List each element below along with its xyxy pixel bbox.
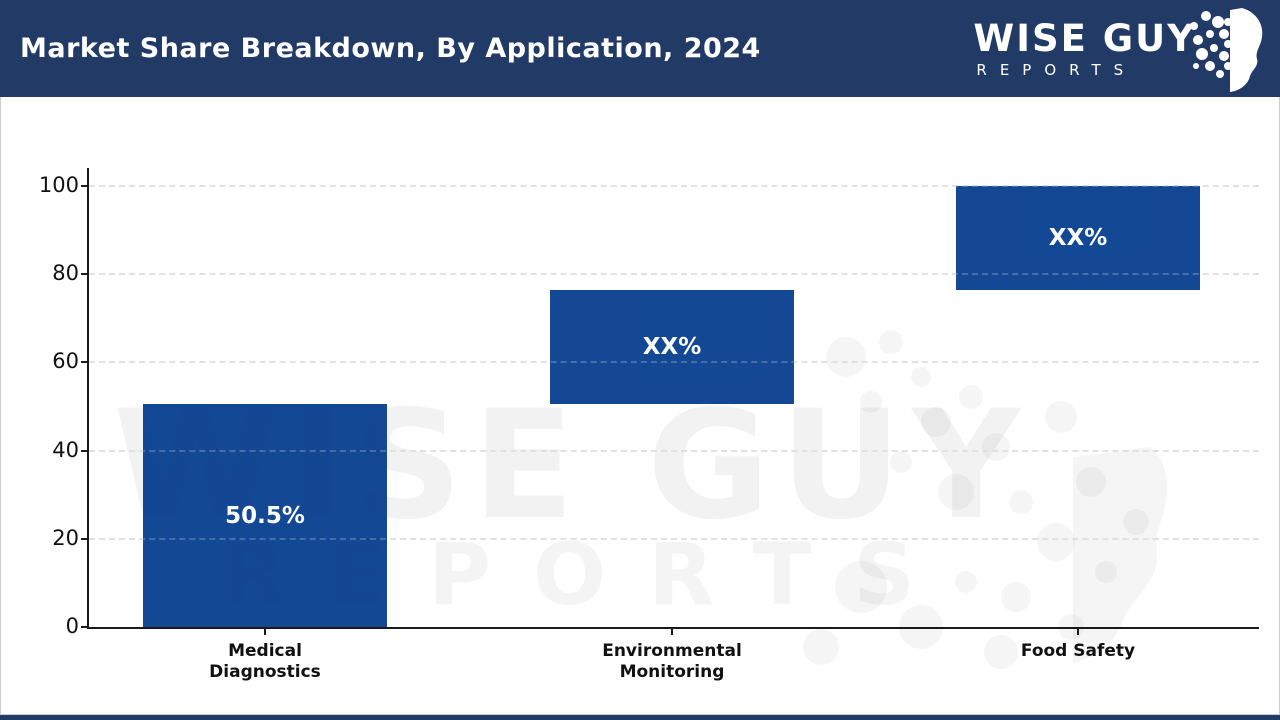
logo-subtext: REPORTS xyxy=(976,61,1137,79)
wiseguy-logo: WISE GUY REPORTS xyxy=(973,4,1268,94)
y-tick-label: 20 xyxy=(52,525,79,550)
chart-title: Market Share Breakdown, By Application, … xyxy=(20,33,761,64)
x-category-label-line: Monitoring xyxy=(619,662,725,682)
x-category-label-line: Environmental xyxy=(602,641,742,661)
logo-head-icon xyxy=(1190,8,1263,92)
y-axis xyxy=(87,168,89,629)
y-tick-label: 0 xyxy=(65,614,79,638)
gridline xyxy=(89,537,1259,540)
y-tick-label: 100 xyxy=(38,173,79,197)
gridline xyxy=(89,449,1259,452)
x-tick-mark xyxy=(671,629,673,635)
x-category-label: Environmental Monitoring xyxy=(532,641,812,683)
chart-border-bottom xyxy=(0,714,1280,715)
y-tick-mark xyxy=(81,537,88,540)
x-category-label-line: Diagnostics xyxy=(209,662,321,682)
logo-text: WISE GUY REPORTS xyxy=(973,17,1196,80)
y-tick-mark xyxy=(81,185,88,187)
gridline xyxy=(89,185,1259,187)
y-tick-label: 60 xyxy=(52,349,79,374)
y-tick-label: 40 xyxy=(52,437,79,462)
x-tick-mark xyxy=(264,629,266,635)
bar-value-label: XX% xyxy=(1048,224,1108,251)
gridline-overlay xyxy=(89,185,1259,187)
gridline-overlay xyxy=(89,537,1259,540)
bar-medical-diagnostics: 50.5% xyxy=(143,404,387,627)
x-category-label-line: Medical xyxy=(228,641,302,661)
x-category-label: Medical Diagnostics xyxy=(125,641,405,683)
y-tick-mark xyxy=(81,361,88,364)
bar-food-safety: XX% xyxy=(956,186,1200,290)
header-bar: Market Share Breakdown, By Application, … xyxy=(0,0,1280,97)
gridline-overlay xyxy=(89,361,1259,364)
y-tick-mark xyxy=(81,626,88,628)
bar-environmental-monitoring: XX% xyxy=(550,289,794,405)
gridline xyxy=(89,273,1259,276)
bar-value-label: 50.5% xyxy=(225,502,305,529)
y-tick-mark xyxy=(81,273,88,276)
watermark-head-dots xyxy=(803,330,1168,669)
x-tick-mark xyxy=(1077,629,1079,635)
x-axis xyxy=(87,627,1259,629)
footer-bar xyxy=(0,715,1280,720)
gridline-overlay xyxy=(89,449,1259,452)
x-category-label-line: Food Safety xyxy=(1020,641,1136,661)
x-category-label: Food Safety xyxy=(938,641,1218,662)
y-tick-mark xyxy=(81,449,88,452)
logo-wordmark: WISE GUY xyxy=(973,17,1196,60)
bar-value-label: XX% xyxy=(642,333,702,360)
chart-area: WISE GUY REPORTS 02040608010050.5%XX%XX%… xyxy=(0,97,1280,714)
y-tick-label: 80 xyxy=(52,261,79,286)
gridline-overlay xyxy=(89,273,1259,276)
